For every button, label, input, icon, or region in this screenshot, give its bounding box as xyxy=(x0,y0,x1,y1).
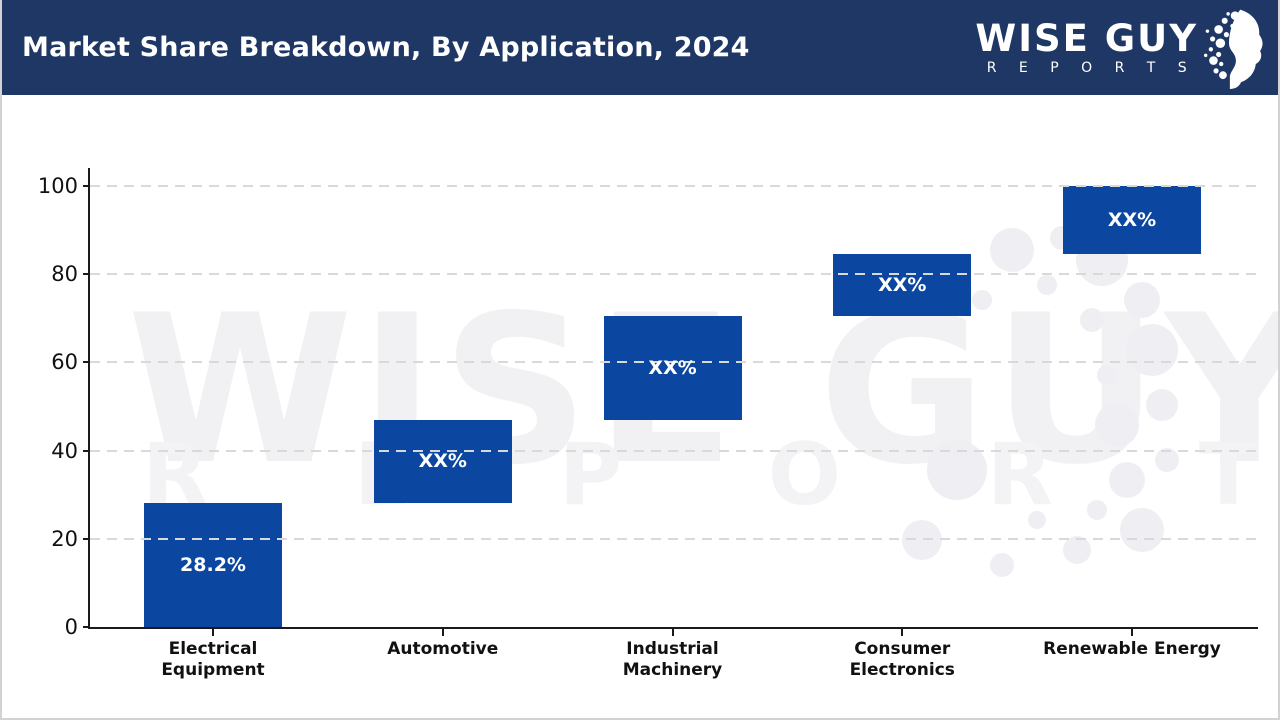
x-tick-label-consumer-electronics: Consumer Electronics xyxy=(849,639,955,680)
logo-tagline: R E P O R T S xyxy=(986,59,1196,76)
bar-industrial-machinery xyxy=(603,316,742,420)
header-bar: Market Share Breakdown, By Application, … xyxy=(2,0,1278,95)
chart-title: Market Share Breakdown, By Application, … xyxy=(22,32,750,63)
gridline-20 xyxy=(90,537,1258,540)
bar-value-label-automotive: XX% xyxy=(418,450,467,473)
y-tick-label-0: 0 xyxy=(64,615,78,639)
x-axis-line xyxy=(88,627,1258,629)
y-tick-mark-100 xyxy=(83,185,90,187)
y-tick-label-20: 20 xyxy=(51,526,78,551)
x-tick-label-renewable-energy: Renewable Energy xyxy=(1043,639,1221,659)
y-axis-line xyxy=(88,168,90,629)
logo-text: WISE GUY R E P O R T S xyxy=(975,20,1198,76)
bar-automotive xyxy=(373,419,512,503)
bar-value-label-electrical-equipment: 28.2% xyxy=(180,553,246,576)
wise-guy-logo: WISE GUY R E P O R T S xyxy=(975,7,1278,89)
y-tick-mark-0 xyxy=(83,626,90,628)
gridline-60 xyxy=(90,361,1258,364)
y-tick-label-40: 40 xyxy=(51,438,78,463)
watermark-reports: R E P O R T S xyxy=(142,425,1278,525)
x-tick-mark-industrial-machinery xyxy=(671,629,674,636)
y-tick-mark-60 xyxy=(83,361,90,364)
bar-electrical-equipment xyxy=(144,502,282,627)
x-tick-label-electrical-equipment: Electrical Equipment xyxy=(161,639,265,680)
x-tick-mark-automotive xyxy=(441,629,444,636)
bar-value-label-consumer-electronics: XX% xyxy=(878,274,927,297)
gridline-80 xyxy=(90,273,1258,276)
bar-value-label-renewable-energy: XX% xyxy=(1107,209,1157,232)
y-tick-mark-80 xyxy=(83,273,90,276)
y-tick-mark-20 xyxy=(83,537,90,540)
x-tick-mark-renewable-energy xyxy=(1131,629,1133,636)
bar-consumer-electronics xyxy=(833,254,972,317)
x-tick-mark-consumer-electronics xyxy=(901,629,904,636)
bar-value-label-industrial-machinery: XX% xyxy=(648,356,697,379)
gridline-40 xyxy=(90,449,1258,452)
x-tick-label-automotive: Automotive xyxy=(387,639,499,659)
x-tick-label-industrial-machinery: Industrial Machinery xyxy=(622,639,723,680)
y-tick-label-60: 60 xyxy=(51,350,78,375)
y-tick-label-80: 80 xyxy=(51,262,78,287)
logo-name: WISE GUY xyxy=(975,16,1198,60)
y-tick-label-100: 100 xyxy=(37,174,78,198)
y-tick-mark-40 xyxy=(83,449,90,452)
gridline-100 xyxy=(90,185,1258,187)
x-tick-mark-electrical-equipment xyxy=(212,629,214,636)
logo-head-icon xyxy=(1203,9,1263,89)
